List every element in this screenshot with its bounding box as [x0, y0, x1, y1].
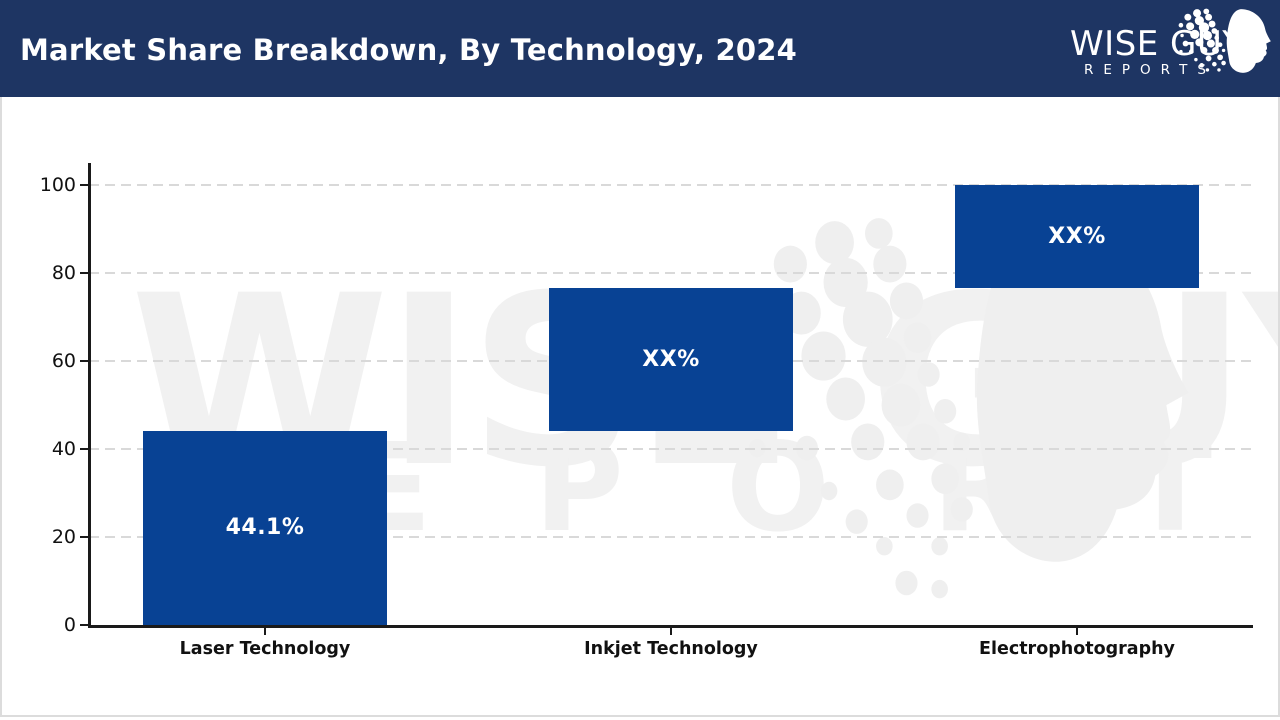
y-tick-label-40: 40: [51, 438, 76, 460]
y-tick-label-0: 0: [63, 614, 76, 636]
y-axis-spine: [88, 163, 91, 627]
y-tick-100: [80, 183, 89, 187]
bar-inkjet-technology: XX%: [549, 288, 793, 431]
y-tick-60: [80, 359, 89, 363]
x-category-label: Inkjet Technology: [584, 639, 758, 659]
x-tick-2: [1075, 627, 1079, 635]
y-tick-20: [80, 535, 89, 539]
gridline-y-80: [89, 272, 1253, 274]
y-tick-80: [80, 271, 89, 275]
y-tick-label-60: 60: [51, 350, 76, 372]
bar-laser-technology: 44.1%: [143, 430, 387, 625]
y-tick-label-80: 80: [51, 262, 76, 284]
bar-value-label: 44.1%: [225, 515, 305, 541]
gridline-y-100: [89, 184, 1253, 186]
y-tick-label-20: 20: [51, 526, 76, 548]
x-tick-0: [263, 627, 267, 635]
bar-value-label: XX%: [642, 347, 700, 373]
y-tick-0: [80, 623, 89, 627]
x-tick-1: [669, 627, 673, 635]
chart-title: Market Share Breakdown, By Technology, 2…: [20, 33, 798, 67]
wise-guy-reports-logo: WISE GUY REPORTS: [1032, 6, 1272, 92]
gridline-y-20: [89, 536, 1253, 538]
bar-electrophotography: XX%: [955, 185, 1199, 289]
x-category-label: Electrophotography: [979, 639, 1175, 659]
logo-face-icon: [1178, 8, 1271, 73]
header-bar: Market Share Breakdown, By Technology, 2…: [0, 0, 1280, 97]
bar-value-label: XX%: [1048, 224, 1106, 250]
y-tick-40: [80, 447, 89, 451]
gridline-y-40: [89, 448, 1253, 450]
x-axis-spine: [88, 625, 1253, 628]
logo-subtext: REPORTS: [1084, 62, 1216, 78]
y-tick-label-100: 100: [39, 174, 76, 196]
x-category-label: Laser Technology: [179, 639, 351, 659]
